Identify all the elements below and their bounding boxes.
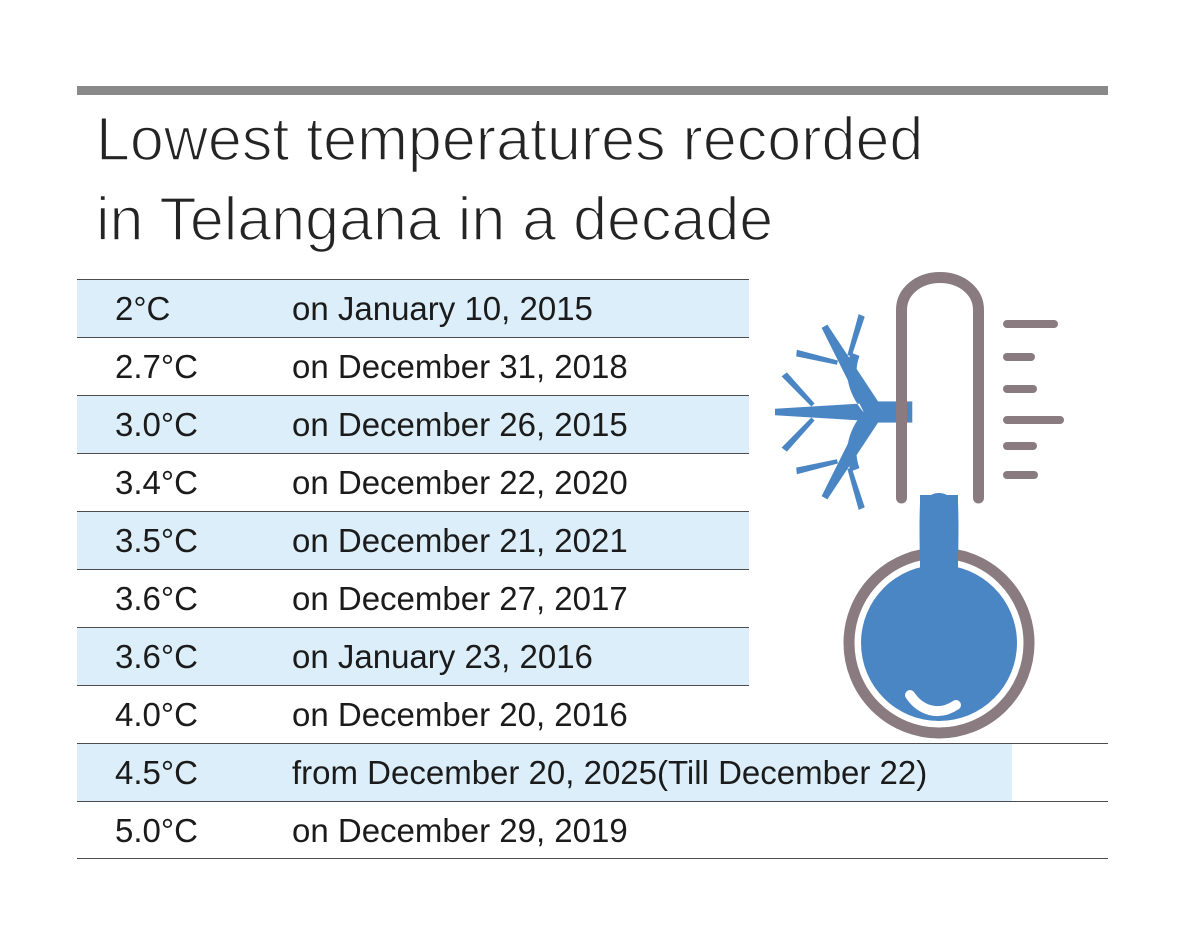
svg-text:in Telangana in a decade: in Telangana in a decade <box>96 185 773 253</box>
svg-text:Lowest temperatures recorded: Lowest temperatures recorded <box>96 105 923 173</box>
